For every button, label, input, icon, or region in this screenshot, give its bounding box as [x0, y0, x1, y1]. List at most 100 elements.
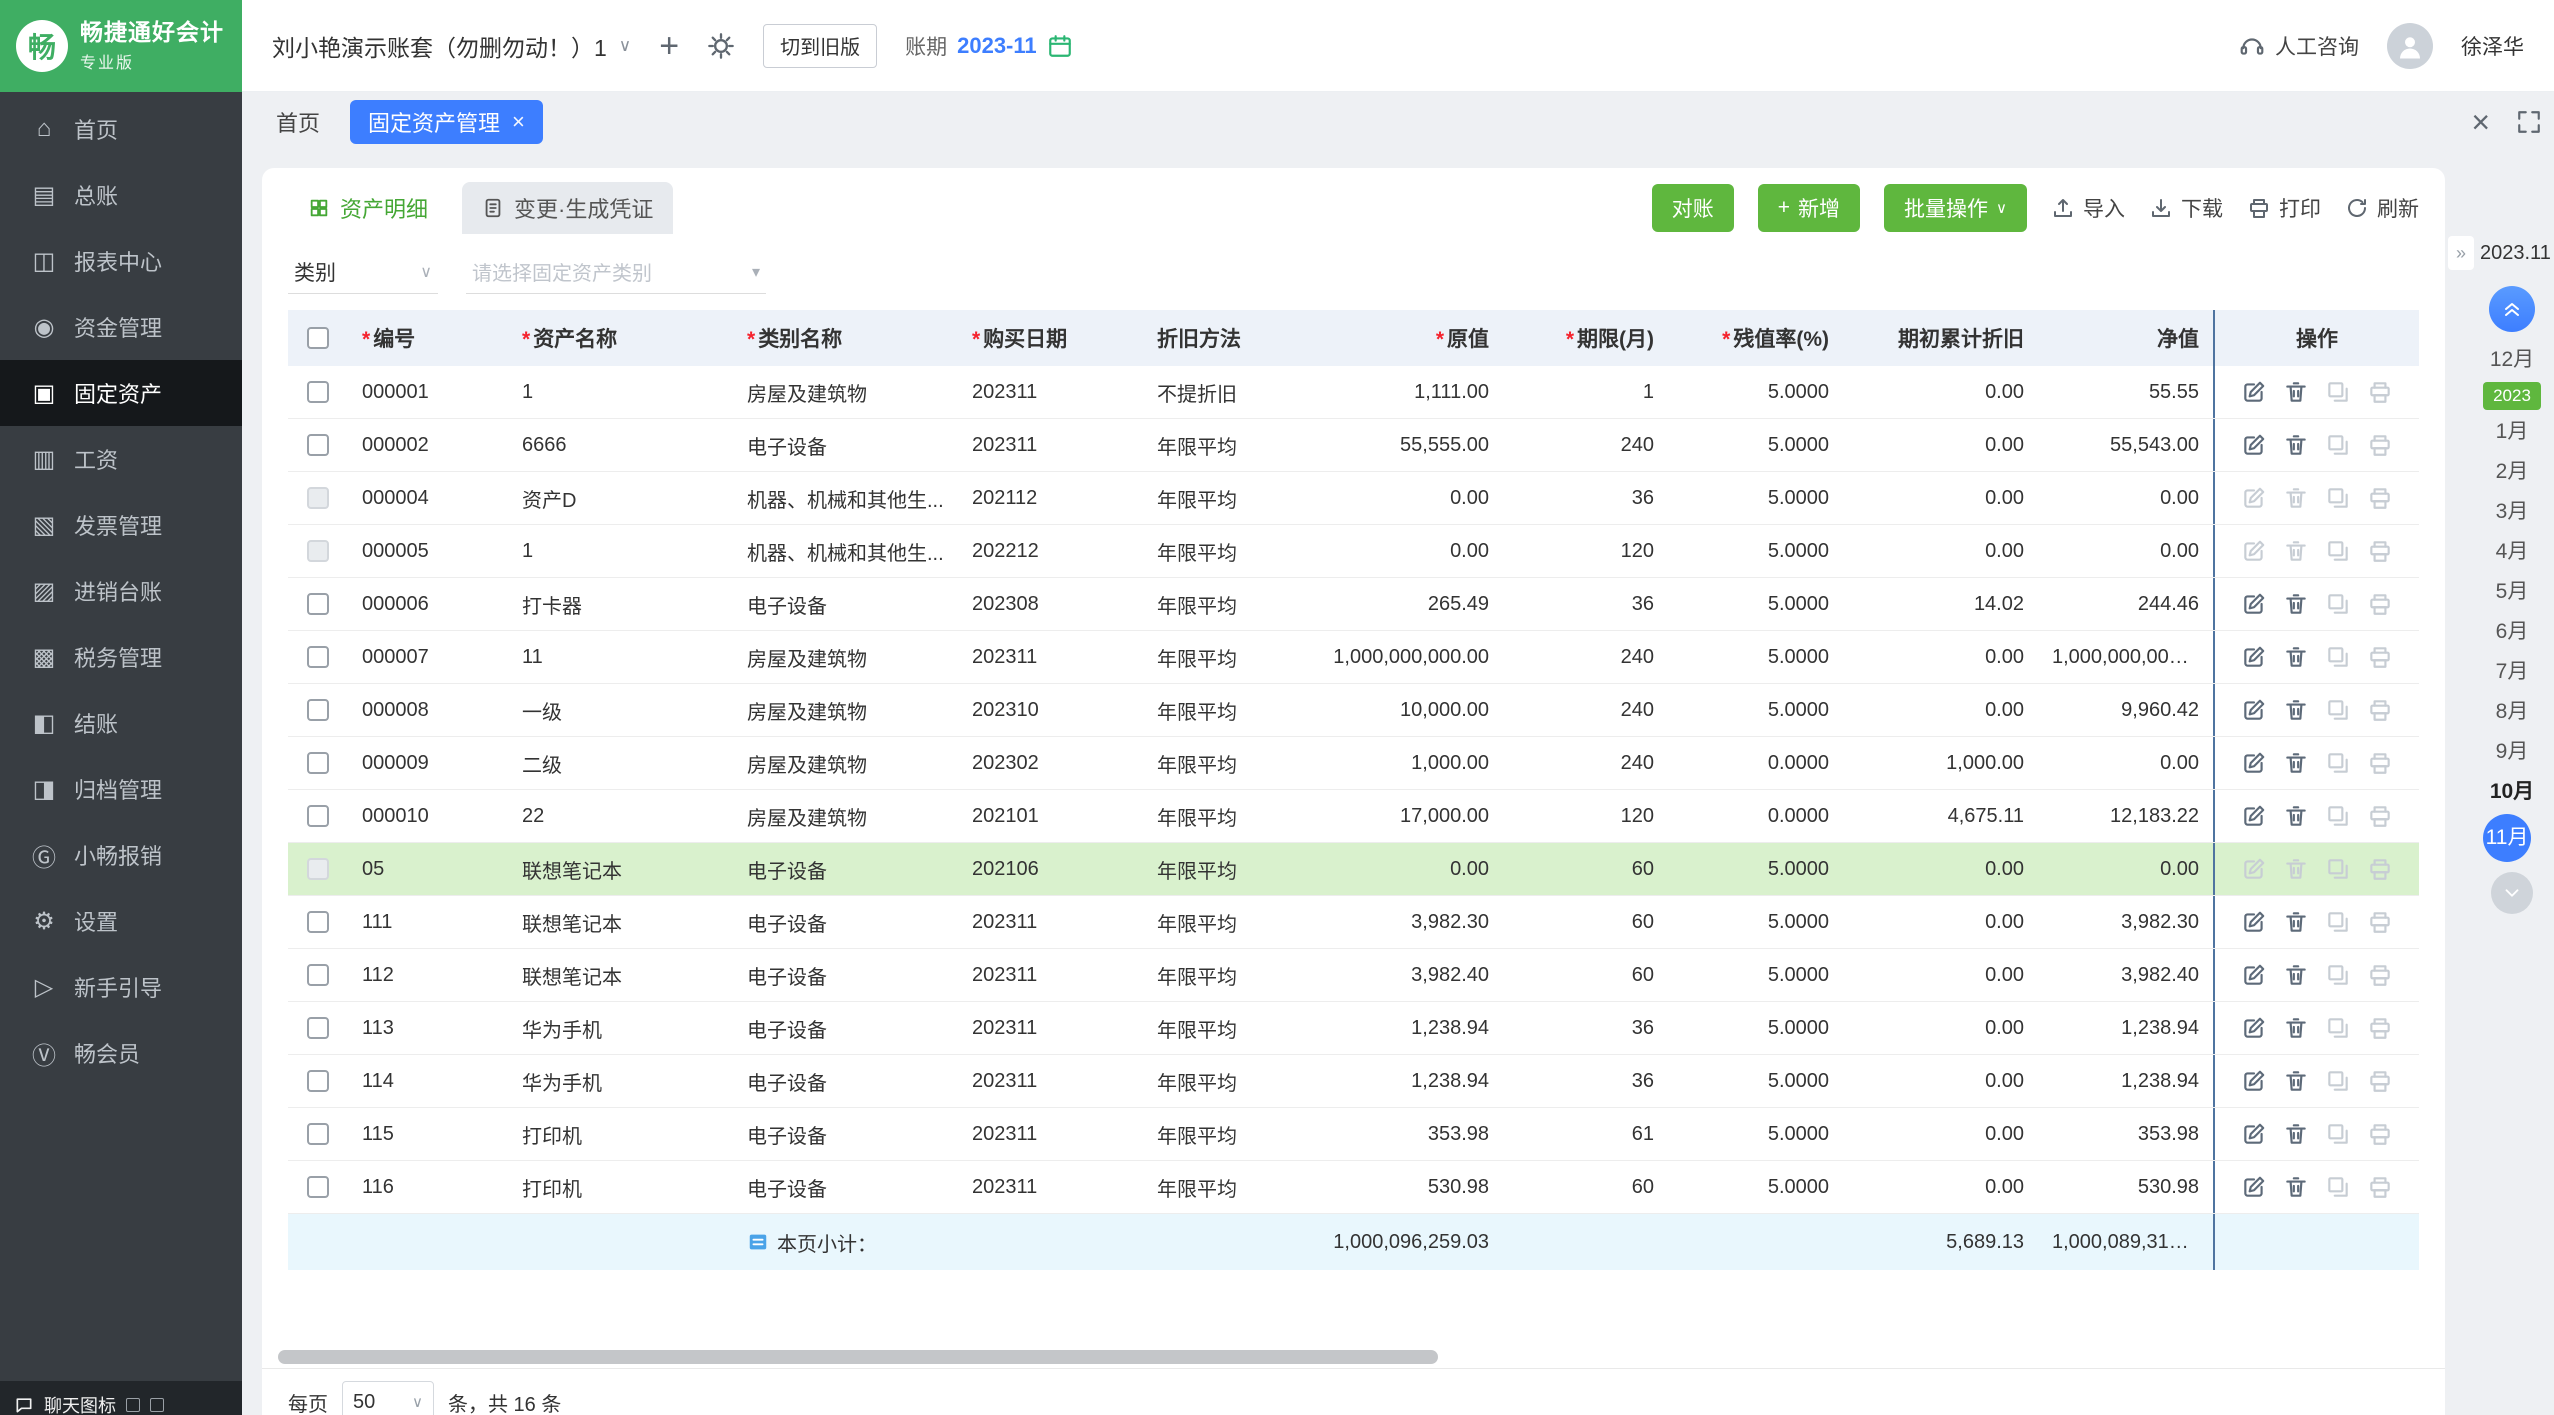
sidebar-item-tax[interactable]: ▩ 税务管理: [0, 624, 242, 690]
sidebar-item-funds[interactable]: ◉ 资金管理: [0, 294, 242, 360]
print-icon[interactable]: [2367, 485, 2393, 511]
sidebar-item-trade-ledger[interactable]: ▨ 进销台账: [0, 558, 242, 624]
row-checkbox[interactable]: [307, 381, 329, 403]
calendar-icon[interactable]: [1047, 33, 1073, 59]
delete-icon[interactable]: [2283, 909, 2309, 935]
print-button[interactable]: 打印: [2247, 193, 2321, 223]
edit-icon[interactable]: [2241, 856, 2267, 882]
month-item-10月[interactable]: 10月: [2489, 780, 2535, 803]
table-row[interactable]: 05 联想笔记本 电子设备 202106 年限平均 0.00 60 5.0000…: [288, 843, 2419, 896]
table-row[interactable]: 000006 打卡器 电子设备 202308 年限平均 265.49 36 5.…: [288, 578, 2419, 631]
row-checkbox[interactable]: [307, 1070, 329, 1092]
edit-icon[interactable]: [2241, 1015, 2267, 1041]
delete-icon[interactable]: [2283, 591, 2309, 617]
copy-icon[interactable]: [2325, 379, 2351, 405]
month-item-8月[interactable]: 8月: [2495, 700, 2529, 723]
chat-widget[interactable]: 聊天图标: [0, 1381, 242, 1415]
table-row[interactable]: 000001 1 房屋及建筑物 202311 不提折旧 1,111.00 1 5…: [288, 366, 2419, 419]
sidebar-item-invoices[interactable]: ▧ 发票管理: [0, 492, 242, 558]
delete-icon[interactable]: [2283, 432, 2309, 458]
print-icon[interactable]: [2367, 1068, 2393, 1094]
row-checkbox[interactable]: [307, 964, 329, 986]
sidebar-item-guide[interactable]: ▷ 新手引导: [0, 954, 242, 1020]
row-checkbox[interactable]: [307, 487, 329, 509]
table-row[interactable]: 114 华为手机 电子设备 202311 年限平均 1,238.94 36 5.…: [288, 1055, 2419, 1108]
row-checkbox[interactable]: [307, 858, 329, 880]
category-field-select[interactable]: 类别 ∨: [288, 250, 438, 294]
support-link[interactable]: 人工咨询: [2239, 31, 2359, 61]
add-button[interactable]: + 新增: [1757, 184, 1861, 232]
sidebar-item-closing[interactable]: ◧ 结账: [0, 690, 242, 756]
delete-icon[interactable]: [2283, 644, 2309, 670]
edit-icon[interactable]: [2241, 803, 2267, 829]
year-badge-2023[interactable]: 2023: [2483, 382, 2541, 410]
row-checkbox[interactable]: [307, 434, 329, 456]
copy-icon[interactable]: [2325, 962, 2351, 988]
delete-icon[interactable]: [2283, 379, 2309, 405]
print-icon[interactable]: [2367, 697, 2393, 723]
row-checkbox[interactable]: [307, 1123, 329, 1145]
month-item-9月[interactable]: 9月: [2495, 740, 2529, 763]
print-icon[interactable]: [2367, 962, 2393, 988]
delete-icon[interactable]: [2283, 1121, 2309, 1147]
print-icon[interactable]: [2367, 1174, 2393, 1200]
month-item-5月[interactable]: 5月: [2495, 580, 2529, 603]
table-row[interactable]: 000004 资产D 机器、机械和其他生... 202112 年限平均 0.00…: [288, 472, 2419, 525]
select-all-checkbox[interactable]: [307, 327, 329, 349]
account-selector[interactable]: 刘小艳演示账套（勿删勿动！）1 ∨: [272, 29, 631, 63]
edit-icon[interactable]: [2241, 591, 2267, 617]
copy-icon[interactable]: [2325, 1015, 2351, 1041]
copy-icon[interactable]: [2325, 909, 2351, 935]
print-icon[interactable]: [2367, 856, 2393, 882]
table-row[interactable]: 000005 1 机器、机械和其他生... 202212 年限平均 0.00 1…: [288, 525, 2419, 578]
row-checkbox[interactable]: [307, 1017, 329, 1039]
delete-icon[interactable]: [2283, 803, 2309, 829]
sidebar-item-reimburse[interactable]: Ⓖ 小畅报销: [0, 822, 242, 888]
switch-old-version-button[interactable]: 切到旧版: [763, 23, 878, 68]
print-icon[interactable]: [2367, 432, 2393, 458]
copy-icon[interactable]: [2325, 1121, 2351, 1147]
edit-icon[interactable]: [2241, 962, 2267, 988]
sidebar-item-general-ledger[interactable]: ▤ 总账: [0, 162, 242, 228]
row-checkbox[interactable]: [307, 752, 329, 774]
delete-icon[interactable]: [2283, 1015, 2309, 1041]
sidebar-item-member[interactable]: Ⓥ 畅会员: [0, 1020, 242, 1086]
tab-change-voucher[interactable]: 变更·生成凭证: [462, 182, 674, 234]
delete-icon[interactable]: [2283, 1068, 2309, 1094]
print-icon[interactable]: [2367, 803, 2393, 829]
edit-icon[interactable]: [2241, 1174, 2267, 1200]
scroll-up-button[interactable]: [2489, 286, 2535, 332]
avatar[interactable]: [2387, 22, 2433, 69]
edit-icon[interactable]: [2241, 644, 2267, 670]
row-checkbox[interactable]: [307, 699, 329, 721]
tab-close-icon[interactable]: ×: [512, 109, 525, 134]
tab-asset-detail[interactable]: 资产明细: [288, 182, 449, 234]
month-item-2月[interactable]: 2月: [2495, 460, 2529, 483]
sidebar-item-archive[interactable]: ◨ 归档管理: [0, 756, 242, 822]
month-item-6月[interactable]: 6月: [2495, 620, 2529, 643]
copy-icon[interactable]: [2325, 697, 2351, 723]
copy-icon[interactable]: [2325, 591, 2351, 617]
sidebar-item-fixed-assets[interactable]: ▣ 固定资产: [0, 360, 242, 426]
row-checkbox[interactable]: [307, 593, 329, 615]
month-item-1月[interactable]: 1月: [2495, 420, 2529, 443]
close-icon[interactable]: ×: [2471, 104, 2490, 140]
add-account-icon[interactable]: +: [659, 26, 680, 65]
edit-icon[interactable]: [2241, 750, 2267, 776]
tab-fixed-asset-management[interactable]: 固定资产管理 ×: [350, 100, 543, 144]
print-icon[interactable]: [2367, 644, 2393, 670]
row-checkbox[interactable]: [307, 646, 329, 668]
copy-icon[interactable]: [2325, 1068, 2351, 1094]
download-button[interactable]: 下载: [2149, 193, 2223, 223]
row-checkbox[interactable]: [307, 1176, 329, 1198]
sidebar-item-settings[interactable]: ⚙ 设置: [0, 888, 242, 954]
copy-icon[interactable]: [2325, 432, 2351, 458]
table-row[interactable]: 112 联想笔记本 电子设备 202311 年限平均 3,982.40 60 5…: [288, 949, 2419, 1002]
copy-icon[interactable]: [2325, 1174, 2351, 1200]
gear-icon[interactable]: [707, 32, 735, 60]
delete-icon[interactable]: [2283, 697, 2309, 723]
edit-icon[interactable]: [2241, 909, 2267, 935]
reconcile-button[interactable]: 对账: [1651, 184, 1734, 232]
batch-actions-button[interactable]: 批量操作 ∨: [1884, 184, 2027, 232]
month-item-4月[interactable]: 4月: [2495, 540, 2529, 563]
